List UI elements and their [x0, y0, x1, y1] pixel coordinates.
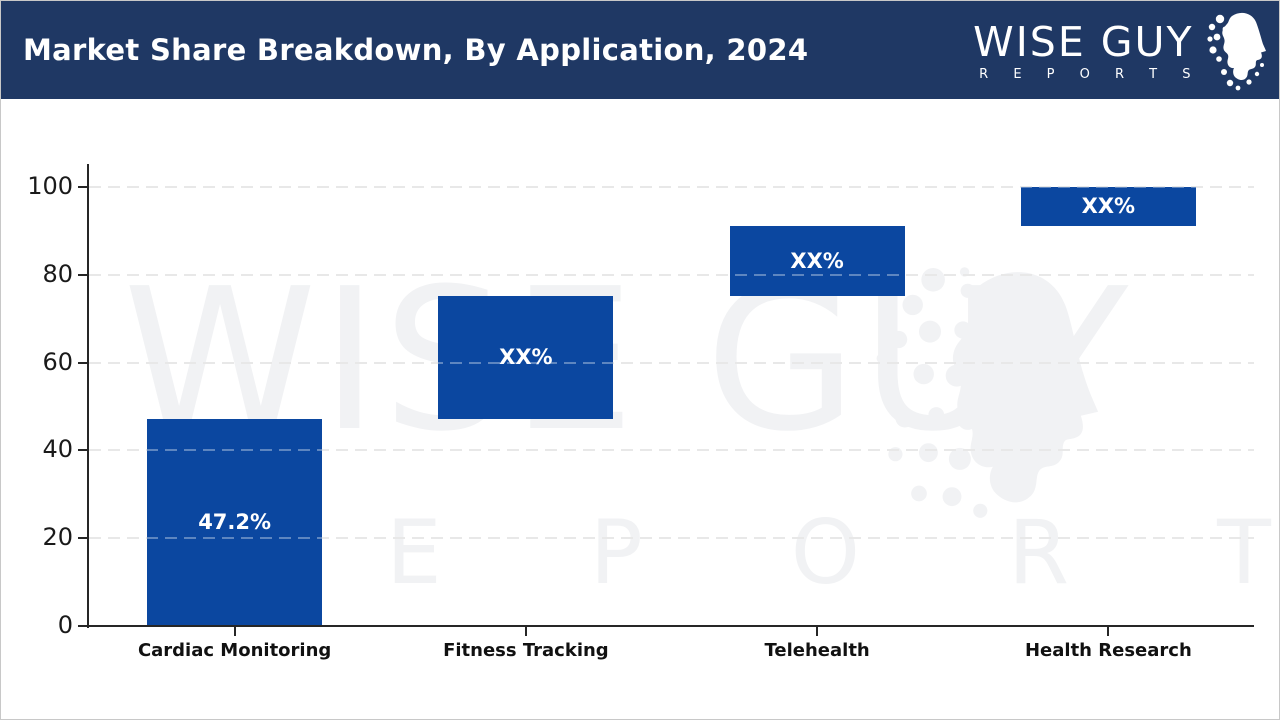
bar: 47.2%: [147, 418, 323, 626]
y-gridline: [89, 186, 1254, 188]
y-tick: [78, 537, 88, 540]
logo-subtitle: R E P O R T S: [979, 66, 1201, 82]
y-tick: [78, 361, 88, 364]
y-gridline-overlay: [89, 273, 1254, 276]
y-gridline-overlay: [89, 186, 1254, 188]
watermark-head-icon: [876, 267, 1099, 518]
chart-title: Market Share Breakdown, By Application, …: [23, 33, 809, 67]
y-axis-line: [87, 164, 89, 628]
header-band: Market Share Breakdown, By Application, …: [1, 1, 1279, 99]
y-tick-label: 80: [42, 259, 73, 288]
y-tick-label: 60: [42, 347, 73, 376]
category-label: Health Research: [1024, 640, 1192, 661]
y-tick-label: 0: [57, 611, 73, 639]
x-axis-line: [87, 625, 1254, 627]
bar: XX%: [438, 295, 614, 419]
category-label: Fitness Tracking: [443, 640, 609, 661]
y-tick: [78, 449, 88, 452]
wise-guy-logo: WISE GUY R E P O R T S: [973, 8, 1267, 94]
bar-value-label: XX%: [1081, 194, 1136, 219]
y-tick-label: 20: [42, 523, 73, 552]
x-tick: [233, 627, 236, 636]
logo-text: WISE GUY R E P O R T S: [973, 17, 1201, 82]
x-tick: [816, 627, 819, 636]
bar-value-label: XX%: [499, 345, 553, 370]
x-tick: [524, 627, 527, 636]
x-tick: [1107, 627, 1110, 636]
y-gridline-overlay: [89, 537, 1254, 540]
y-gridline: [89, 273, 1254, 276]
bar: XX%: [729, 225, 905, 296]
y-gridline: [89, 361, 1254, 364]
y-gridline: [89, 537, 1254, 540]
y-tick: [78, 625, 88, 627]
logo-wordmark: WISE GUY: [973, 17, 1194, 66]
y-gridline: [89, 449, 1254, 452]
y-tick: [78, 186, 88, 188]
y-tick-label: 100: [27, 172, 73, 200]
y-gridline-overlay: [89, 449, 1254, 452]
bar-value-label: 47.2%: [198, 510, 272, 535]
bar: XX%: [1020, 187, 1196, 226]
y-gridline-overlay: [89, 361, 1254, 364]
bar-value-label: XX%: [790, 248, 844, 273]
y-tick: [78, 273, 88, 276]
y-tick-label: 40: [42, 435, 73, 464]
category-label: Cardiac Monitoring: [137, 640, 332, 661]
logo-head-icon: [1207, 12, 1266, 91]
category-label: Telehealth: [764, 640, 870, 661]
